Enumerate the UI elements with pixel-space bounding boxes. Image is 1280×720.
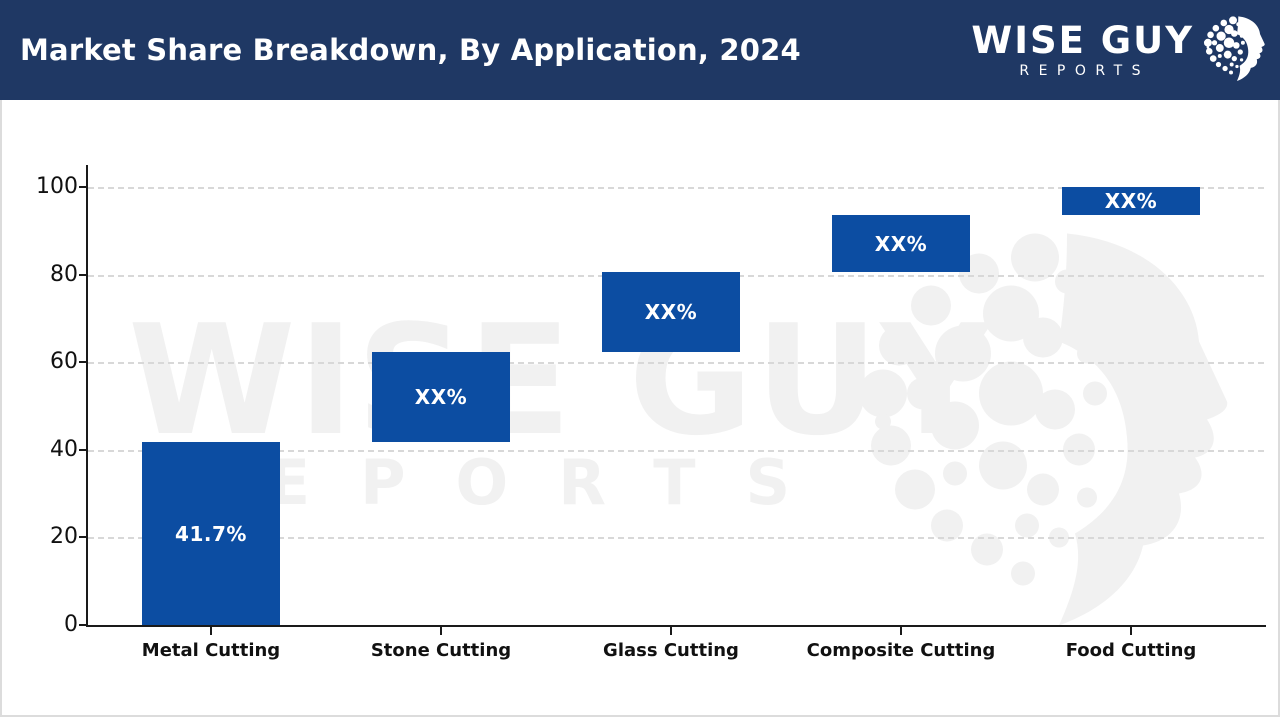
bar-value-label: XX%: [1104, 189, 1158, 214]
x-axis-category-label: Food Cutting: [1065, 640, 1197, 661]
bar-value-label: 41.7%: [175, 521, 247, 546]
watermark-text-primary: WISE GUY: [128, 292, 993, 469]
x-axis-tick: [210, 627, 212, 635]
gridline-40: [88, 449, 1264, 452]
y-axis-tick: [79, 536, 88, 539]
bar-value-label: XX%: [874, 231, 928, 256]
dotted-head-icon: [1200, 12, 1266, 88]
bar-value-label: XX%: [414, 385, 468, 410]
x-axis-tick: [440, 627, 442, 635]
bar-stone-cutting: XX%: [372, 351, 510, 443]
wise-guy-reports-logo: WISE GUY REPORTS: [971, 12, 1266, 88]
y-axis-tick: [79, 361, 88, 364]
x-axis-tick: [1130, 627, 1132, 635]
y-axis-tick: [79, 624, 88, 626]
logo-secondary-text: REPORTS: [1019, 63, 1151, 79]
logo-primary-text: WISE GUY: [971, 19, 1194, 62]
x-axis-category-label: Metal Cutting: [141, 640, 281, 661]
y-axis-tick-label: 80: [50, 261, 78, 287]
bar-glass-cutting: XX%: [602, 271, 740, 352]
gridline-20: [88, 537, 1264, 540]
x-axis-line: [86, 625, 1266, 627]
x-axis-category-label: Stone Cutting: [370, 640, 512, 661]
x-axis-tick: [900, 627, 902, 635]
y-axis-tick: [79, 273, 88, 276]
y-axis-tick-label: 100: [36, 174, 78, 199]
bar-food-cutting: XX%: [1062, 187, 1200, 216]
bar-composite-cutting: XX%: [832, 215, 970, 272]
bar-metal-cutting: 41.7%: [142, 442, 280, 625]
y-axis-tick-label: 0: [64, 612, 78, 637]
x-axis-category-label: Glass Cutting: [603, 640, 739, 661]
page-title: Market Share Breakdown, By Application, …: [20, 33, 801, 67]
header-bar: Market Share Breakdown, By Application, …: [0, 0, 1280, 100]
gridline-100: [88, 187, 1264, 189]
y-axis-line: [86, 165, 88, 627]
y-axis-tick-label: 20: [50, 524, 78, 550]
x-axis-tick: [670, 627, 672, 635]
gridline-60: [88, 362, 1264, 365]
y-axis-tick: [79, 448, 88, 451]
y-axis-tick: [79, 186, 88, 188]
y-axis-tick-label: 40: [50, 436, 78, 462]
y-axis-tick-label: 60: [50, 349, 78, 375]
x-axis-category-label: Composite Cutting: [806, 640, 996, 661]
bar-value-label: XX%: [644, 299, 698, 324]
logo-text: WISE GUY REPORTS: [971, 22, 1194, 78]
